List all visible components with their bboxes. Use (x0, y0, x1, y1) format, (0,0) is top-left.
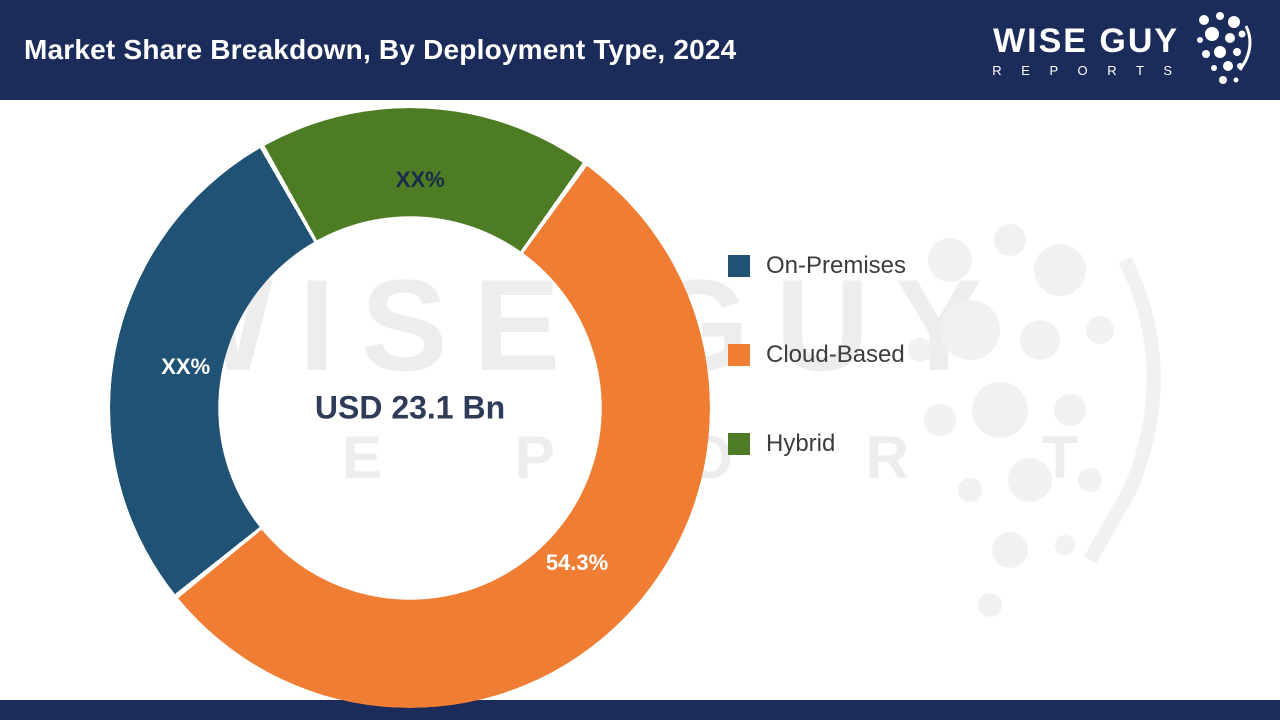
page-title: Market Share Breakdown, By Deployment Ty… (24, 34, 737, 65)
chart-area: WISE GUY R E P O R T S XX%54.3%XX% USD 2… (0, 100, 1280, 708)
legend-label: On-Premises (766, 252, 907, 279)
legend-label: Cloud-Based (766, 340, 905, 368)
slice-label-hybrid: XX% (395, 167, 445, 193)
legend: On-Premises Cloud-Based Hybrid (728, 252, 906, 518)
logo-wordmark: WISE GUY R E P O R T S (992, 24, 1180, 77)
donut-chart: XX% 54.3% XX% USD 23.1 Bn (110, 108, 710, 708)
legend-item-cloud-based: Cloud-Based (728, 341, 906, 370)
center-value: USD 23.1 Bn (314, 389, 506, 426)
legend-item-on-premises: On-Premises (728, 252, 906, 281)
legend-swatch (728, 432, 750, 455)
slice-label-cloud-based: 54.3% (545, 550, 609, 576)
legend-swatch (728, 344, 750, 367)
header-bar: Market Share Breakdown, By Deployment Ty… (0, 0, 1280, 100)
logo-head-icon (1197, 12, 1252, 84)
donut-ring (110, 108, 710, 708)
slice-label-on-premises: XX% (161, 354, 211, 380)
logo-wordmark-sub: R E P O R T S (992, 62, 1180, 78)
watermark-head-icon (908, 224, 1161, 617)
legend-item-hybrid: Hybrid (728, 430, 906, 459)
legend-swatch (728, 255, 750, 278)
logo-wordmark-main: WISE GUY (993, 21, 1180, 60)
legend-label: Hybrid (766, 429, 836, 457)
footer-bar (0, 700, 1280, 720)
logo: WISE GUY R E P O R T S (992, 8, 1252, 92)
